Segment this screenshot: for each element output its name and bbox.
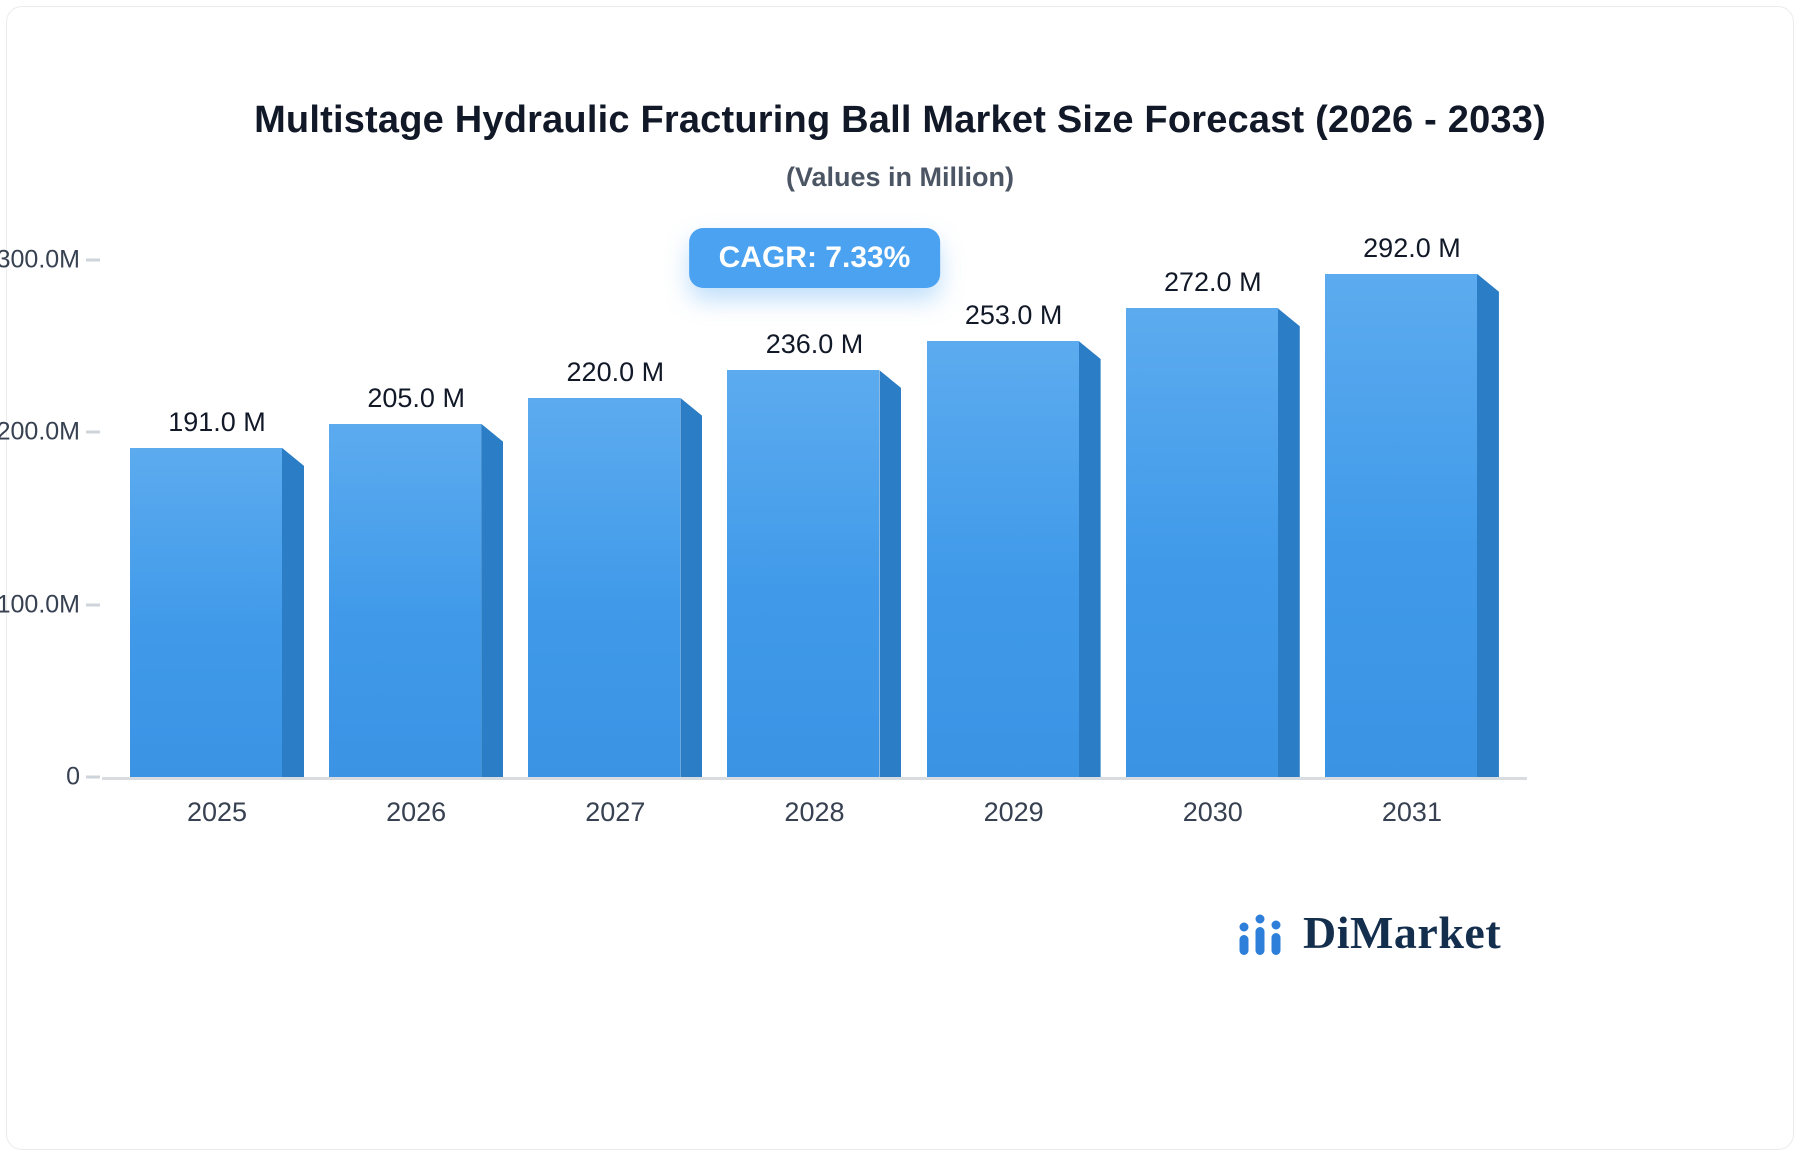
x-label-2026: 2026 [386,797,447,827]
x-label-2030: 2030 [1182,797,1243,827]
bar-slot-2031: 292.0 M [1317,233,1507,777]
bar-body [926,341,1079,777]
bar-value-label: 205.0 M [367,382,465,413]
bar-value-label: 191.0 M [168,406,266,437]
bar-slot-2028: 236.0 M [719,329,909,777]
bar-slot-2029: 253.0 M [919,300,1109,777]
y-tick-label: 100.0M [0,590,80,619]
bar-side-shadow [680,397,703,777]
chart-title: Multistage Hydraulic Fracturing Ball Mar… [254,99,1546,141]
bar-body [528,397,681,777]
bar-side-shadow [1476,273,1499,777]
bar-2027 [528,397,703,777]
chart-card: Multistage Hydraulic Fracturing Ball Mar… [0,6,1794,1150]
y-tick-mark [86,258,100,262]
bar-2029 [926,341,1101,777]
bar-body [727,370,880,777]
bar-slot-2027: 220.0 M [520,357,710,777]
x-label-2028: 2028 [784,797,845,827]
bar-chart: CAGR: 7.33% 191.0 M 205.0 M 220.0 M 236.0 M… [0,228,1527,827]
bar-value-label: 292.0 M [1363,232,1461,263]
bar-2025 [130,447,304,777]
bar-value-label: 236.0 M [765,329,864,360]
x-label-2025: 2025 [186,797,248,827]
y-tick-label: 300.0M [0,245,80,274]
bar-2031 [1324,273,1499,777]
bar-value-label: 220.0 M [566,356,665,387]
x-label-2027: 2027 [585,797,646,827]
bar-body [1125,308,1278,777]
dimarket-bars-icon [1239,914,1281,955]
bars: 191.0 M 205.0 M 220.0 M 236.0 M 253.0 M 272.0… [122,233,1507,777]
bar-body [329,423,482,777]
bar-body [1324,273,1477,777]
bar-slot-2026: 205.0 M [321,383,511,777]
bar-side-shadow [879,370,902,777]
brand-logo: DiMarket [1235,905,1501,959]
bar-2030 [1125,308,1300,777]
bar-2028 [727,370,902,777]
bar-side-shadow [282,447,304,777]
bar-body [130,447,282,777]
x-label-2031: 2031 [1381,797,1442,827]
y-tick-mark [86,430,100,434]
bar-slot-2030: 272.0 M [1118,267,1308,777]
cagr-badge: CAGR: 7.33% [688,228,941,288]
bar-side-shadow [1078,341,1101,777]
bar-side-shadow [1277,308,1300,777]
y-tick-label: 200.0M [0,417,80,446]
bar-side-shadow [481,423,504,777]
brand-name: DiMarket [1303,906,1502,958]
bar-2026 [329,423,504,777]
x-label-2029: 2029 [983,797,1044,827]
y-tick-label: 0 [66,762,80,791]
x-axis-labels: 2025 2026 2027 2028 2029 2030 2031 [122,797,1507,828]
y-tick-mark [86,603,100,607]
bar-value-label: 253.0 M [964,300,1063,330]
chart-subtitle: (Values in Million) [785,162,1015,192]
bar-slot-2025: 191.0 M [122,407,312,777]
y-tick-mark [86,775,100,779]
bar-value-label: 272.0 M [1164,267,1262,298]
